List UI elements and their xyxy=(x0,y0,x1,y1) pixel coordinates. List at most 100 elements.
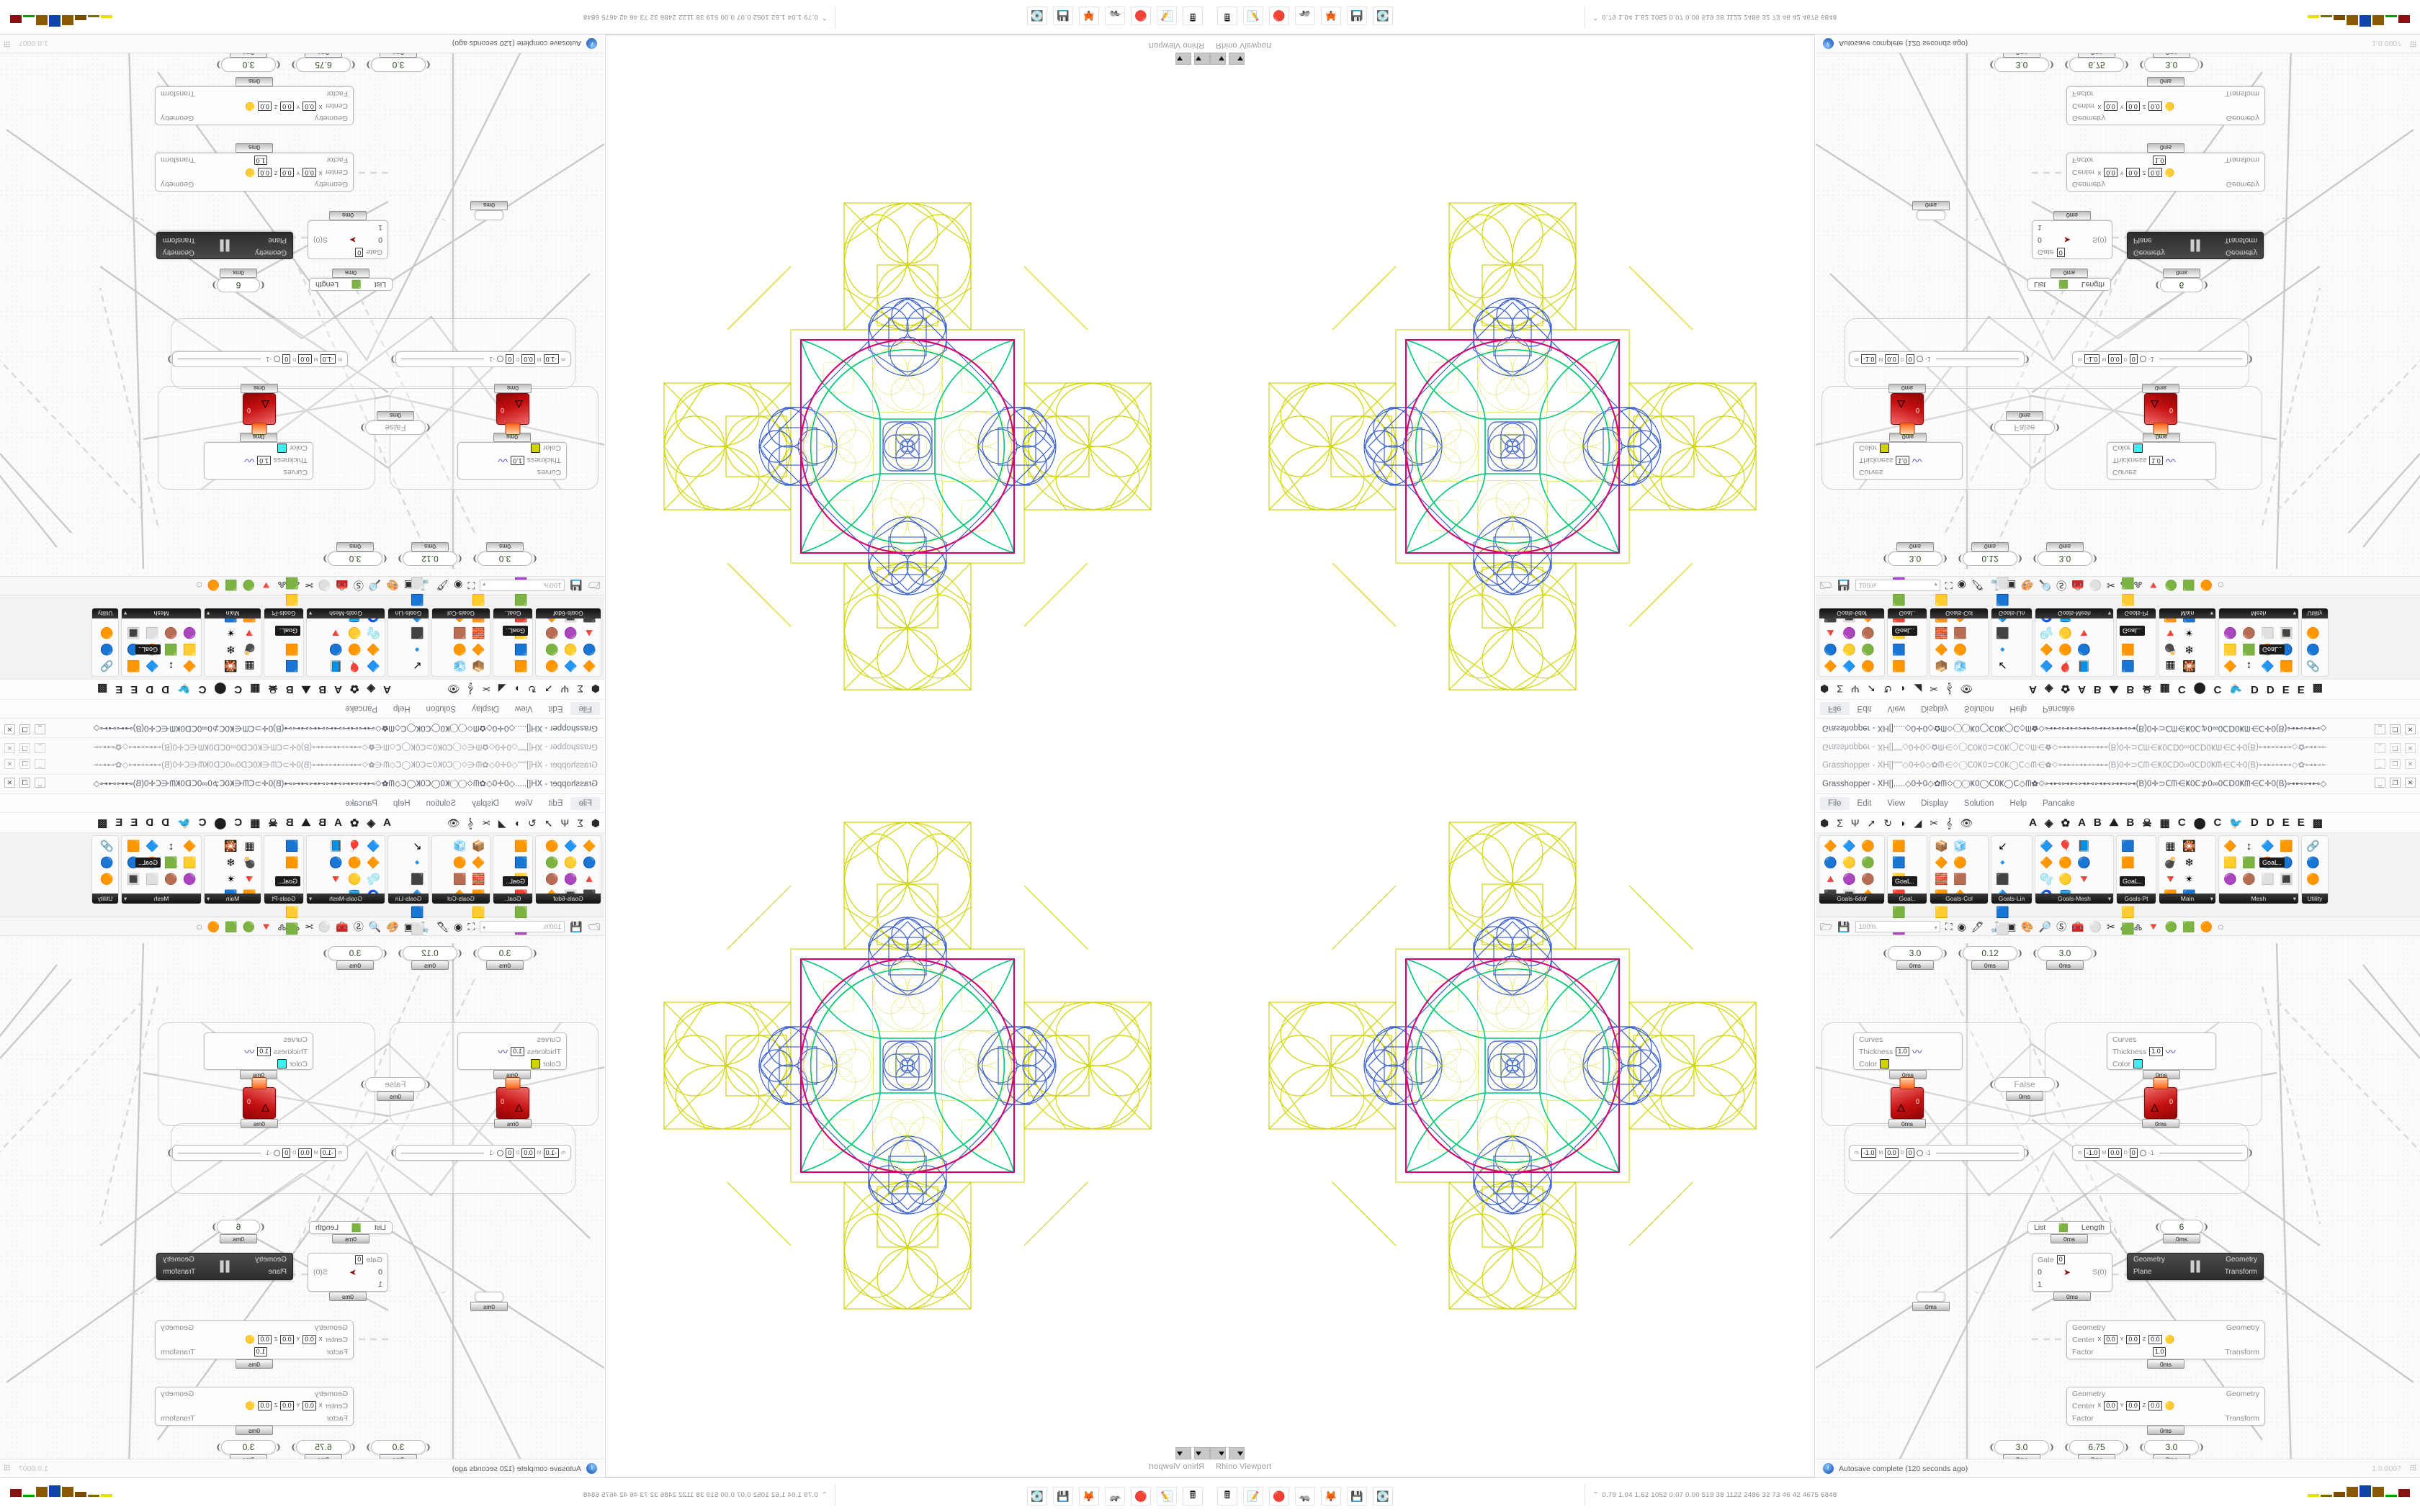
pen-icon[interactable]: 🖊 xyxy=(1971,580,1984,592)
component-icon[interactable]: 🟩 xyxy=(1892,593,1906,606)
param-pill-b[interactable]: ❨ 6.75 ❩ 0ms xyxy=(2063,53,2130,72)
gate-value[interactable]: 0 xyxy=(2056,1255,2065,1264)
thickness-value[interactable]: 1.0 xyxy=(2149,1047,2163,1056)
component-icon[interactable]: 🟢 xyxy=(1861,857,1875,869)
orange-drop-icon[interactable]: 🟠 xyxy=(2200,580,2213,592)
slider-max[interactable]: 0 xyxy=(2129,1148,2138,1158)
tray-group-goals-6dof[interactable]: 🔶 🔷 🟠 🔵 🟡 🟢 🔺 🟣 🟤 ⬛ 🔳 🔶 Goals-6dof xyxy=(1819,608,1885,677)
center-x[interactable]: 0.0 xyxy=(2104,168,2118,177)
spiral-icon[interactable]: 𝄞 xyxy=(467,816,474,829)
param-pill-b[interactable]: ❨ 6.75 ❩ 0ms xyxy=(290,1440,357,1459)
slider-knob[interactable] xyxy=(274,1149,281,1156)
slider-min[interactable]: -1.0 xyxy=(2084,1148,2100,1158)
green-drop-icon[interactable]: 🟩 xyxy=(2182,580,2195,592)
color-swatch-cyan[interactable] xyxy=(2133,1059,2143,1068)
open-file-icon[interactable]: 🗁 xyxy=(587,920,600,932)
close-button-ghost[interactable]: ✕ xyxy=(2405,759,2416,769)
component-icon[interactable]: 🟡 xyxy=(564,643,578,655)
mullvad-icon[interactable]: 🦡 xyxy=(1105,1487,1125,1506)
tab-icon-b2[interactable]: B xyxy=(2126,683,2135,696)
component-icon[interactable]: 💣 xyxy=(243,643,256,655)
component-icon[interactable]: 🟤 xyxy=(2242,873,2256,886)
component-icon[interactable]: 🔻 xyxy=(2164,873,2177,886)
cha-icon[interactable]: 🔎 xyxy=(368,580,382,592)
resize-grip[interactable] xyxy=(4,1464,10,1471)
component-icon[interactable]: 🟩 xyxy=(164,643,178,655)
grey-drop-icon[interactable]: 🝆 xyxy=(2133,920,2143,932)
param-pill-f[interactable]: ❨ 3.0 ❩ 0ms xyxy=(2032,542,2098,566)
sphere-icon[interactable]: ⚪ xyxy=(2089,920,2102,932)
component-icon[interactable]: 📦 xyxy=(472,840,485,852)
transform-node[interactable]: Geometry Geometry Plane Transform xyxy=(156,1253,293,1280)
tray-group-goals-pt[interactable]: 🟦 🟧 🔹 🔸 🟨 🟩 GoaL.. Goals-Pt xyxy=(2116,577,2156,677)
arrow-icon[interactable]: ➚ xyxy=(1867,816,1876,829)
component-icon[interactable]: 🫧 xyxy=(367,626,380,639)
preview-icon[interactable]: ◉ xyxy=(454,580,463,592)
menu-pancake[interactable]: Pancake xyxy=(2043,704,2075,714)
cha-icon[interactable]: 🔎 xyxy=(2038,580,2052,592)
sigma-icon[interactable]: Σ xyxy=(1837,816,1843,829)
tab-icon-e2[interactable]: E xyxy=(115,683,123,696)
component-icon[interactable]: ⬛ xyxy=(411,626,424,639)
center-y[interactable]: 0.0 xyxy=(280,102,294,111)
component-icon[interactable]: 🟦 xyxy=(411,906,424,919)
component-icon[interactable]: ▦ xyxy=(2165,660,2176,672)
tray-group-goals-lin[interactable]: ↙ 🔹 ⬛ 🔷 🟦 ⬜ Goals-Lin xyxy=(1991,835,2033,935)
menu-file[interactable]: File xyxy=(1820,796,1850,810)
boolean-toggle[interactable]: ❨ False ❩ 0ms xyxy=(359,1077,431,1101)
component-icon[interactable]: 🔵 xyxy=(329,857,343,869)
component-icon[interactable]: 🔺 xyxy=(1824,626,1837,639)
param-pill-e[interactable]: ❨ 0.12 ❩ 0ms xyxy=(1957,946,2023,970)
boolean-toggle[interactable]: ❨ False ❩ 0ms xyxy=(1989,1077,2061,1101)
viewport-arrow-down[interactable] xyxy=(1229,1447,1245,1459)
component-icon[interactable]: ↙ xyxy=(413,660,422,672)
resize-grip[interactable] xyxy=(4,41,10,48)
small-relay-node[interactable]: 0ms xyxy=(1912,201,1950,220)
grasshopper-canvas[interactable]: Curves Thickness 1.0 〰 Color 0ms xyxy=(1816,53,2420,576)
scale-node-a[interactable]: Geometry Geometry Center X 0.0 Y 0.0 Z 0.0 … xyxy=(155,1320,354,1369)
scale-node-b[interactable]: Geometry Geometry Center X 0.0 Y 0.0 Z 0.0 … xyxy=(155,77,354,125)
param-pill-c[interactable]: ❨ 3.0 ❩ 0ms xyxy=(2138,1440,2205,1459)
component-icon[interactable]: ❄ xyxy=(226,857,236,869)
component-icon[interactable]: 🟠 xyxy=(348,857,362,869)
center-y[interactable]: 0.0 xyxy=(280,168,294,177)
tab-icon-c2[interactable]: C xyxy=(2213,683,2222,696)
dotted-circle-icon[interactable]: ◌ xyxy=(2218,920,2224,932)
teal-drop-icon[interactable]: 🟢 xyxy=(242,920,256,932)
component-icon[interactable]: 🔶 xyxy=(2223,660,2237,672)
center-z[interactable]: 0.0 xyxy=(2148,168,2162,177)
component-icon[interactable]: 🟣 xyxy=(564,873,578,886)
tab-icon-c2[interactable]: C xyxy=(198,816,207,829)
component-icon[interactable]: ⬛ xyxy=(411,873,424,886)
boolean-toggle[interactable]: ❨ False ❩ 0ms xyxy=(359,411,431,435)
slider-track[interactable] xyxy=(178,359,261,360)
tab-icon-bird[interactable]: 🐦 xyxy=(176,816,191,829)
sphere-icon[interactable]: ⚪ xyxy=(318,920,331,932)
component-icon[interactable]: 🟠 xyxy=(453,643,467,655)
component-icon[interactable]: 🔺 xyxy=(583,626,596,639)
component-icon[interactable]: 🔻 xyxy=(329,873,343,886)
component-icon[interactable]: ❄ xyxy=(2184,643,2194,655)
component-icon[interactable]: 🧱 xyxy=(472,626,485,639)
domain-slider-right[interactable]: m -1.0 M 0.0 D 0 -1 ❩ xyxy=(166,1145,348,1161)
component-icon[interactable]: 🧊 xyxy=(1953,840,1967,852)
center-z[interactable]: 0.0 xyxy=(2148,1335,2162,1344)
component-icon[interactable]: ↕ xyxy=(2246,840,2252,852)
resize-grip[interactable] xyxy=(2410,41,2416,48)
maximize-button-ghost[interactable]: ❐ xyxy=(2390,743,2401,753)
component-icon[interactable]: 🔗 xyxy=(2306,660,2320,672)
menu-help[interactable]: Help xyxy=(2009,798,2027,808)
component-icon[interactable]: 🟨 xyxy=(285,906,299,919)
dotted-circle-icon[interactable]: ◌ xyxy=(2218,580,2224,592)
close-button-ghost[interactable]: ✕ xyxy=(4,759,15,769)
component-icon[interactable]: 🔳 xyxy=(127,873,140,886)
green-drop-icon[interactable]: 🟩 xyxy=(225,580,238,592)
component-icon[interactable]: 🟦 xyxy=(514,857,528,869)
sketch-icon[interactable]: 🎨 xyxy=(2021,580,2034,592)
component-icon[interactable]: 🟩 xyxy=(2242,857,2256,869)
component-icon[interactable]: 🔷 xyxy=(2261,660,2275,672)
component-icon[interactable]: ❄ xyxy=(2184,857,2194,869)
component-icon[interactable]: 📘 xyxy=(2077,660,2091,672)
slider-track[interactable] xyxy=(1935,359,2019,360)
center-z[interactable]: 0.0 xyxy=(258,1335,272,1344)
